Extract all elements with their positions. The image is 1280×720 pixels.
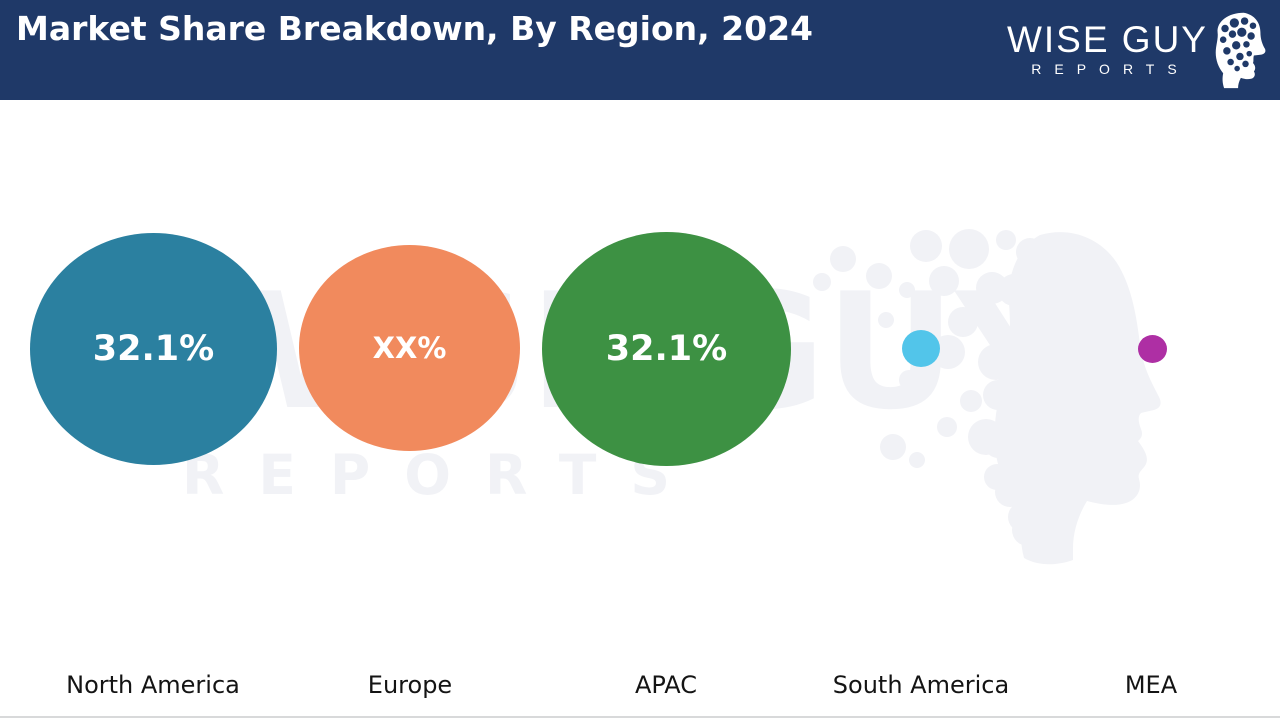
bubble-apac: 32.1% xyxy=(542,232,791,466)
watermark-brand-tagline: REPORTS xyxy=(182,443,704,507)
page-title: Market Share Breakdown, By Region, 2024 xyxy=(16,9,813,48)
brand-tagline: REPORTS xyxy=(1031,61,1190,77)
category-label-north-america: North America xyxy=(66,671,240,699)
bubble-south-america xyxy=(902,330,940,367)
bubble-europe: XX% xyxy=(299,245,520,451)
brand-name: WISE GUY xyxy=(1006,19,1208,60)
bubble-value-europe: XX% xyxy=(372,331,447,365)
category-label-apac: APAC xyxy=(634,671,698,699)
category-label-europe: Europe xyxy=(367,671,453,699)
category-label-mea: MEA xyxy=(1124,671,1178,699)
bubble-north-america: 32.1% xyxy=(30,233,277,465)
brand-logo: WISE GUY REPORTS xyxy=(1007,8,1266,90)
bubble-value-north-america: 32.1% xyxy=(92,329,215,369)
category-label-south-america: South America xyxy=(832,671,1010,699)
wiseguy-head-icon xyxy=(1215,12,1266,89)
bubble-value-apac: 32.1% xyxy=(605,329,728,369)
header-bar: Market Share Breakdown, By Region, 2024 … xyxy=(0,0,1280,100)
brand-logo-text: WISE GUY REPORTS xyxy=(1006,19,1208,78)
bottom-divider xyxy=(0,716,1280,718)
bubble-mea xyxy=(1138,335,1167,363)
